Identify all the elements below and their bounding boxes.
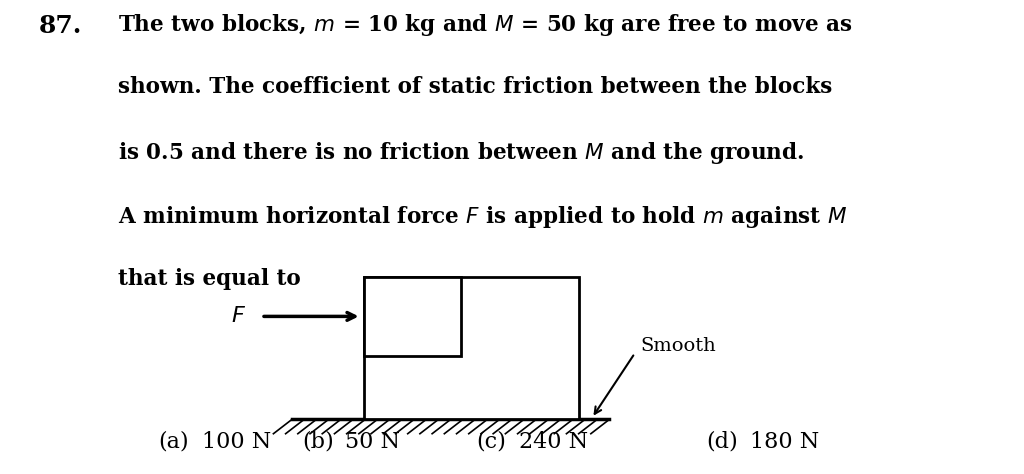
Bar [364,277,579,419]
Text: The two blocks, $m$ = 10 kg and $M$ = 50 kg are free to move as: The two blocks, $m$ = 10 kg and $M$ = 50… [118,12,852,38]
Text: 240 N: 240 N [519,431,589,453]
Text: $M$: $M$ [509,355,530,376]
Text: 100 N: 100 N [202,431,271,453]
Text: Smooth: Smooth [640,337,716,355]
Text: (b): (b) [302,431,334,453]
Text: is 0.5 and there is no friction between $M$ and the ground.: is 0.5 and there is no friction between … [118,140,804,166]
Text: (c): (c) [476,431,506,453]
Text: that is equal to: that is equal to [118,268,300,290]
Text: 87.: 87. [39,14,82,38]
Text: (a): (a) [159,431,189,453]
Text: A minimum horizontal force $F$ is applied to hold $m$ against $M$: A minimum horizontal force $F$ is applie… [118,204,847,230]
Text: (d): (d) [707,431,738,453]
Text: $m$: $m$ [401,307,423,326]
Text: 180 N: 180 N [750,431,819,453]
Text: 50 N: 50 N [345,431,400,453]
Text: $F$: $F$ [230,305,246,328]
Text: shown. The coefficient of static friction between the blocks: shown. The coefficient of static frictio… [118,76,833,98]
Bar [364,277,461,356]
